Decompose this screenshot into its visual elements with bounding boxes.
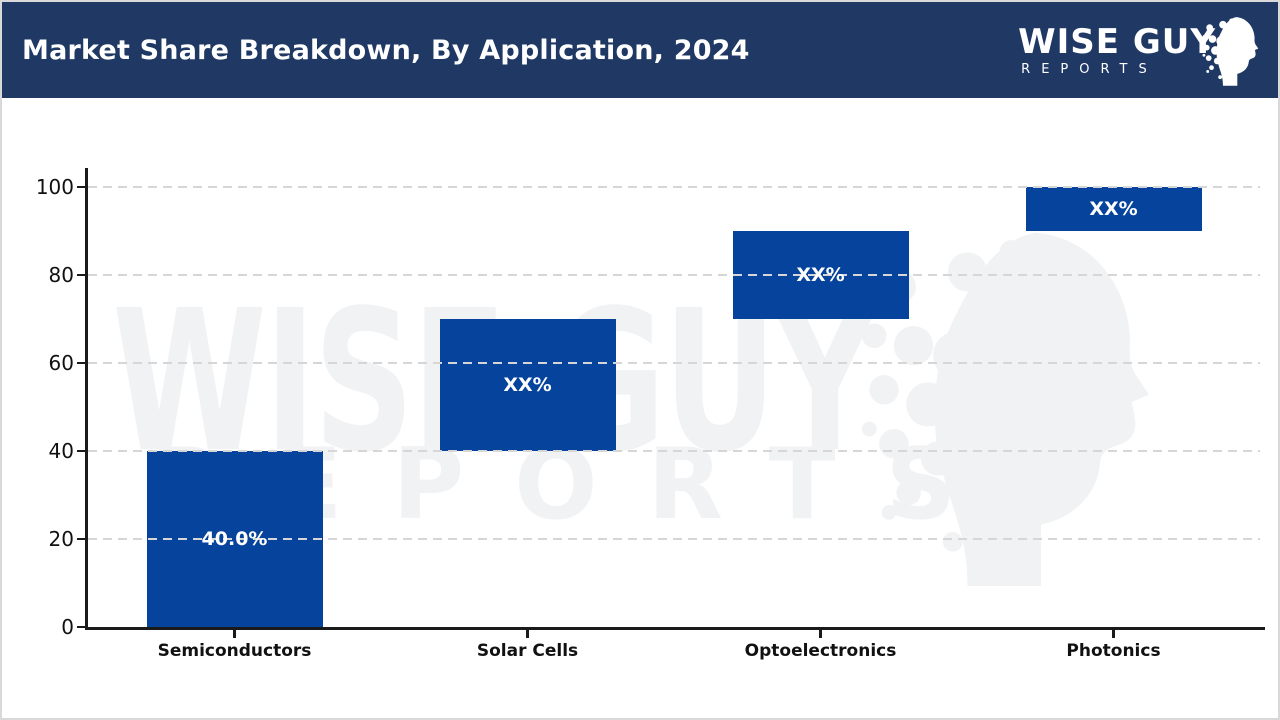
wiseguy-head-icon [1202, 17, 1259, 86]
y-axis-tick [77, 361, 88, 365]
y-axis-tick [77, 185, 88, 189]
brand-name-text: WISE GUY [1018, 21, 1216, 62]
bar-value-label: XX% [1089, 198, 1138, 220]
page-title: Market Share Breakdown, By Application, … [22, 34, 750, 66]
gridline [88, 450, 1260, 452]
y-axis-line [85, 168, 88, 630]
y-axis-tick [77, 537, 88, 541]
y-axis-tick [77, 449, 88, 453]
y-tick-label: 40 [48, 439, 74, 463]
category-label: Optoelectronics [744, 641, 897, 661]
gridline [88, 274, 1260, 276]
category-label: Photonics [1066, 641, 1161, 661]
gridline [88, 538, 1260, 540]
y-tick-label: 100 [35, 175, 74, 199]
brand-wordmark: WISE GUY REPORTS [1018, 24, 1216, 77]
category-label: Solar Cells [476, 641, 579, 661]
y-tick-label: 80 [48, 263, 74, 287]
x-axis-tick [526, 630, 529, 638]
header: Market Share Breakdown, By Application, … [2, 2, 1278, 98]
y-tick-label: 0 [61, 615, 74, 639]
y-axis-tick [77, 625, 88, 629]
x-axis-tick [1112, 630, 1115, 638]
category-label: Semiconductors [157, 641, 312, 661]
x-axis-tick [819, 630, 822, 638]
brand-logo: WISE GUY REPORTS [1018, 8, 1264, 92]
gridline [88, 362, 1260, 364]
gridline [88, 186, 1260, 188]
y-tick-label: 60 [48, 351, 74, 375]
x-axis-tick [233, 630, 236, 638]
bar-value-label: XX% [796, 264, 845, 286]
y-tick-label: 20 [48, 527, 74, 551]
bar-value-label: 40.0% [201, 528, 268, 550]
x-axis-line [85, 627, 1265, 630]
brand-subtitle-text: REPORTS [1021, 61, 1158, 77]
y-axis-tick [77, 273, 88, 277]
bar [439, 319, 616, 451]
bar [1025, 187, 1202, 231]
bar-value-label: XX% [503, 374, 552, 396]
